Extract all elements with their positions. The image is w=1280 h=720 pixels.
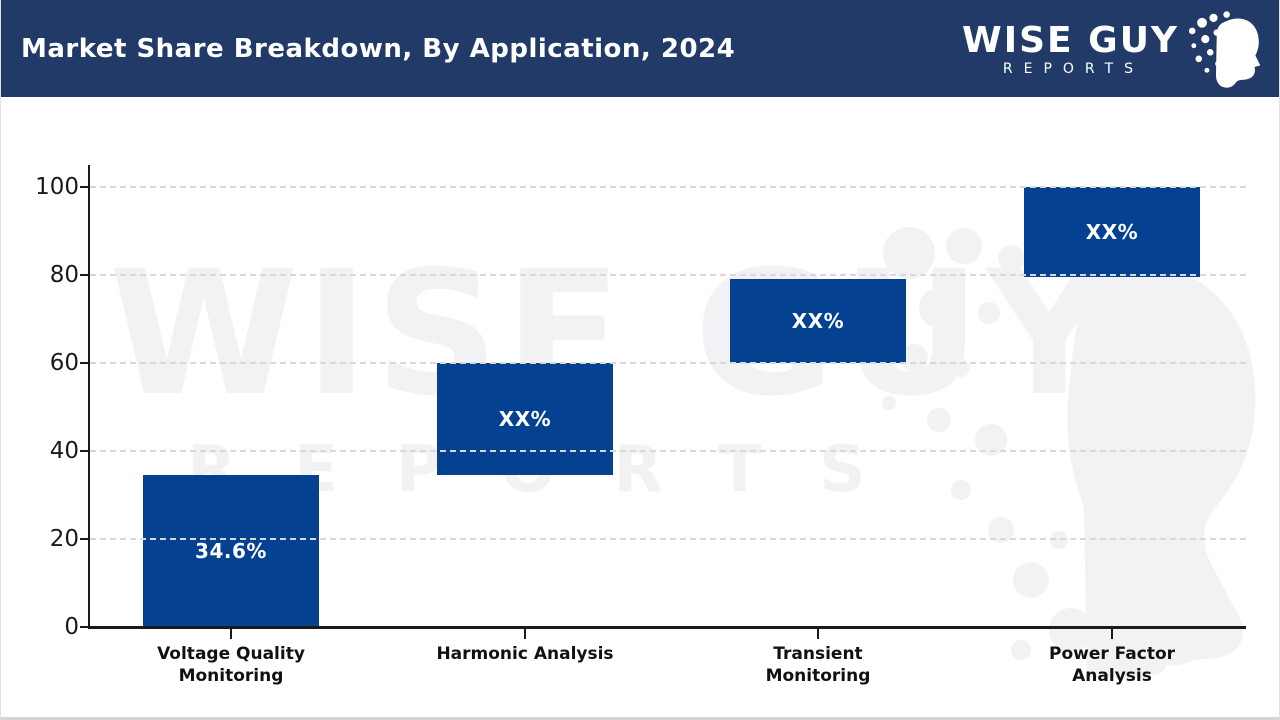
- category-label-3: Transient Monitoring: [765, 644, 871, 687]
- category-label-2: Harmonic Analysis: [436, 644, 614, 664]
- bar-value-label: XX%: [791, 309, 845, 334]
- y-tick-label-80: 80: [49, 262, 79, 288]
- y-tick-label-40: 40: [49, 438, 79, 464]
- logo-wiseguy-label: WISE GUY: [961, 20, 1179, 62]
- y-axis-line: [88, 165, 90, 629]
- x-tick-1: [230, 629, 232, 639]
- header-bar: Market Share Breakdown, By Application, …: [1, 0, 1279, 97]
- bar-2: XX%: [437, 363, 613, 475]
- logo-text: WISE GUY REPORTS: [962, 21, 1179, 77]
- chart-plot-area: 0 20 40 60 80 100 34.6% Voltage Quality Monitori…: [1, 97, 1279, 717]
- bar-4: XX%: [1024, 187, 1200, 277]
- chart-title: Market Share Breakdown, By Application, …: [21, 34, 736, 64]
- gridline-100: [90, 186, 1246, 188]
- y-tick-label-100: 100: [35, 174, 79, 200]
- x-tick-4: [1111, 629, 1113, 639]
- y-tick-100: [80, 186, 89, 188]
- y-tick-label-20: 20: [49, 526, 79, 552]
- y-tick-40: [80, 450, 89, 452]
- logo-reports-label: REPORTS: [1002, 60, 1145, 77]
- bar-value-label: XX%: [1085, 219, 1139, 244]
- gridline-60: [90, 362, 1246, 364]
- x-tick-3: [817, 629, 819, 639]
- y-tick-label-0: 0: [64, 614, 79, 640]
- y-tick-0: [80, 626, 89, 628]
- bar-value-label: XX%: [498, 406, 552, 431]
- gridline-40: [90, 450, 1246, 452]
- gridline-80: [90, 274, 1246, 276]
- bar-3: XX%: [730, 279, 906, 363]
- logo-face-icon: [1188, 11, 1261, 88]
- x-tick-2: [524, 629, 526, 639]
- bar-value-label: 34.6%: [195, 538, 267, 563]
- y-tick-80: [80, 274, 89, 276]
- gridline-20: [90, 538, 1246, 540]
- category-label-4: Power Factor Analysis: [1048, 644, 1176, 687]
- y-tick-label-60: 60: [49, 350, 79, 376]
- y-tick-60: [80, 362, 89, 364]
- category-label-1: Voltage Quality Monitoring: [157, 644, 305, 687]
- bar-1: 34.6%: [143, 474, 319, 627]
- x-axis-line: [88, 626, 1246, 629]
- y-tick-20: [80, 538, 89, 540]
- wise-guy-reports-logo: WISE GUY REPORTS: [962, 8, 1267, 90]
- watermark-face-icon: [861, 227, 1256, 678]
